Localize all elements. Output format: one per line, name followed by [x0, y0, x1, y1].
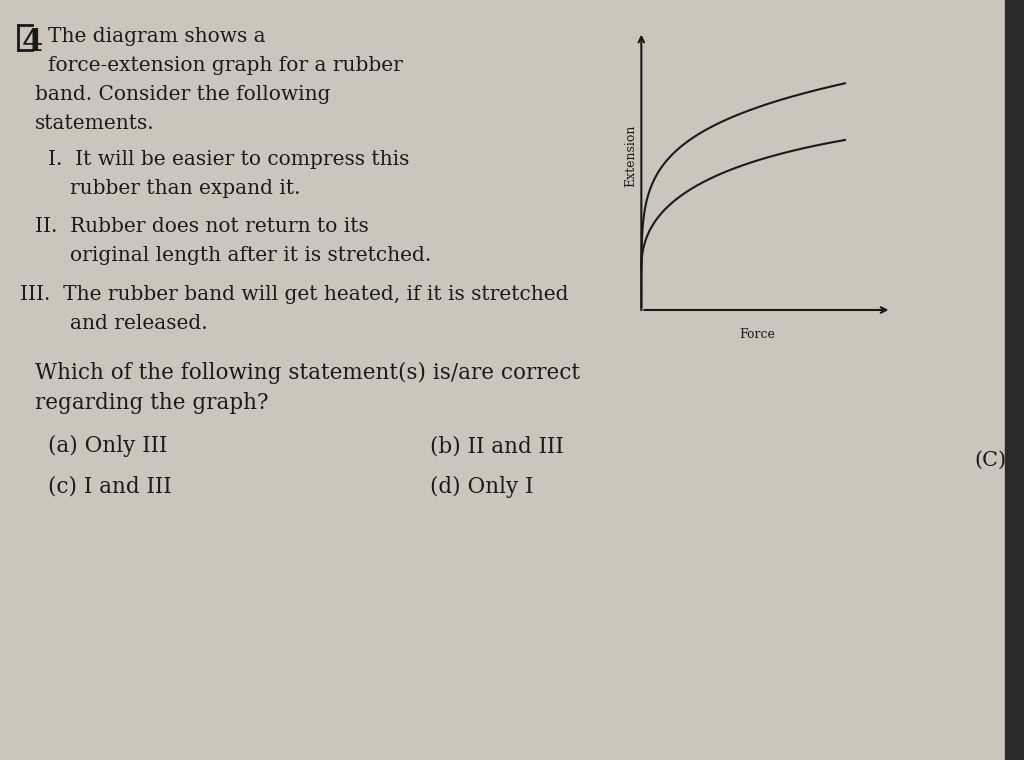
Text: (a) Only III: (a) Only III [48, 435, 167, 457]
Text: statements.: statements. [35, 114, 155, 133]
Text: Which of the following statement(s) is/are correct: Which of the following statement(s) is/a… [35, 362, 580, 384]
Text: III.  The rubber band will get heated, if it is stretched: III. The rubber band will get heated, if… [20, 285, 568, 304]
Text: (c) I and III: (c) I and III [48, 476, 172, 498]
Text: (C): (C) [974, 451, 1006, 470]
Text: (d) Only I: (d) Only I [430, 476, 534, 498]
Text: rubber than expand it.: rubber than expand it. [70, 179, 300, 198]
Text: force-extension graph for a rubber: force-extension graph for a rubber [48, 56, 402, 75]
Text: Force: Force [739, 328, 775, 341]
Text: (b) II and III: (b) II and III [430, 435, 564, 457]
Text: II.  Rubber does not return to its: II. Rubber does not return to its [35, 217, 369, 236]
Bar [1005, 0, 1024, 760]
Text: regarding the graph?: regarding the graph? [35, 392, 268, 414]
Text: The diagram shows a: The diagram shows a [48, 27, 265, 46]
Text: and released.: and released. [70, 314, 208, 333]
Text: I.  It will be easier to compress this: I. It will be easier to compress this [48, 150, 410, 169]
Text: original length after it is stretched.: original length after it is stretched. [70, 246, 431, 265]
Text: 4: 4 [22, 27, 43, 58]
Text: Extension: Extension [625, 124, 637, 187]
Text: band. Consider the following: band. Consider the following [35, 85, 331, 104]
